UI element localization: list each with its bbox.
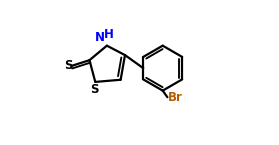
Text: H: H xyxy=(104,28,114,41)
Text: S: S xyxy=(64,59,73,72)
Text: Br: Br xyxy=(168,91,183,104)
Text: S: S xyxy=(90,83,99,96)
Text: N: N xyxy=(95,31,105,44)
